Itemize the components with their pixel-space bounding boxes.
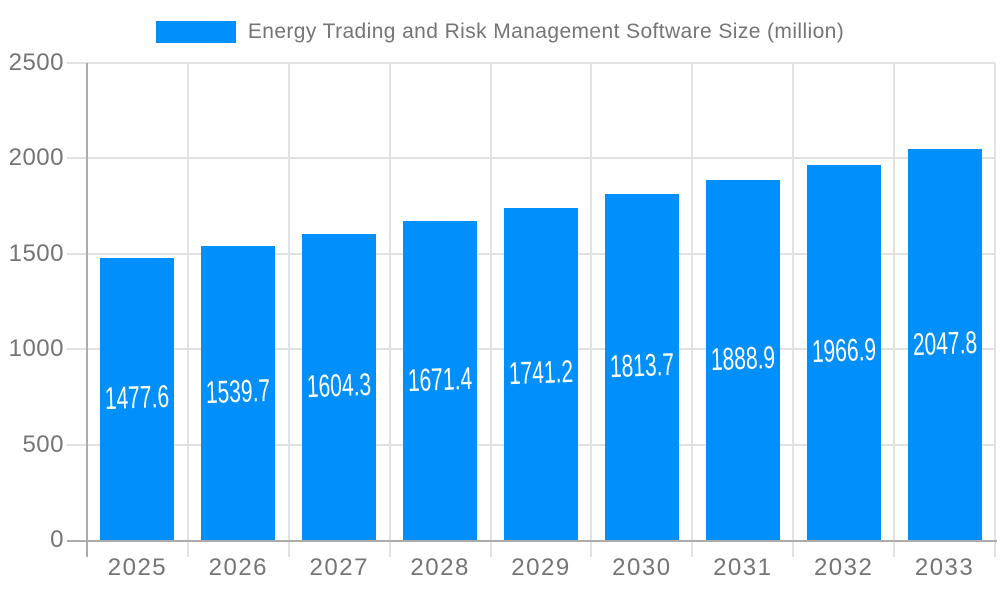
bar-value-label: 1604.3 <box>306 367 372 405</box>
x-axis-label: 2027 <box>309 554 369 581</box>
legend-swatch <box>155 21 236 43</box>
bar[interactable] <box>806 164 881 540</box>
x-gridline <box>691 63 694 557</box>
x-axis-label: 2025 <box>107 554 168 581</box>
x-gridline <box>287 63 290 557</box>
x-gridline <box>590 63 593 557</box>
bar[interactable] <box>100 258 175 540</box>
x-gridline <box>893 63 896 557</box>
x-gridline <box>186 63 189 557</box>
y-gridline <box>67 62 995 64</box>
bar[interactable] <box>201 246 276 540</box>
x-gridline <box>388 63 391 557</box>
bar[interactable] <box>504 207 578 540</box>
bar[interactable] <box>907 149 982 540</box>
x-axis-label: 2030 <box>612 554 672 581</box>
bar-value-label: 2047.8 <box>911 325 978 363</box>
bar-value-label: 1813.7 <box>609 347 675 385</box>
x-axis-label: 2029 <box>511 554 571 581</box>
y-axis-label: 1500 <box>8 239 64 267</box>
x-axis-label: 2032 <box>813 554 874 581</box>
bar-value-label: 1671.4 <box>407 361 473 399</box>
bar-value-label: 1539.7 <box>205 373 272 411</box>
y-axis-label: 500 <box>22 430 64 458</box>
bar-value-label: 1477.6 <box>104 379 171 417</box>
y-axis-label: 1000 <box>8 335 64 363</box>
bar-value-label: 1888.9 <box>710 340 776 378</box>
bar[interactable] <box>705 179 780 540</box>
y-axis-label: 0 <box>50 526 64 553</box>
x-gridline <box>792 63 795 557</box>
y-axis-line <box>86 63 88 557</box>
legend-label: Energy Trading and Risk Management Softw… <box>247 20 845 43</box>
bar[interactable] <box>604 193 679 540</box>
y-axis-label: 2500 <box>8 49 64 76</box>
bar-value-label: 1741.2 <box>508 354 574 392</box>
x-axis-line <box>67 540 997 542</box>
x-axis-label: 2031 <box>713 554 773 581</box>
bar[interactable] <box>403 221 478 540</box>
bar[interactable] <box>302 233 377 540</box>
x-axis-label: 2028 <box>410 554 470 581</box>
legend[interactable]: Energy Trading and Risk Management Softw… <box>0 20 1000 44</box>
x-axis-label: 2033 <box>914 554 975 581</box>
bar-value-label: 1966.9 <box>810 333 877 370</box>
x-gridline <box>489 63 492 557</box>
x-gridline <box>994 63 996 557</box>
x-axis-label: 2026 <box>208 554 269 581</box>
y-axis-label: 2000 <box>8 144 64 172</box>
y-gridline <box>67 157 995 160</box>
